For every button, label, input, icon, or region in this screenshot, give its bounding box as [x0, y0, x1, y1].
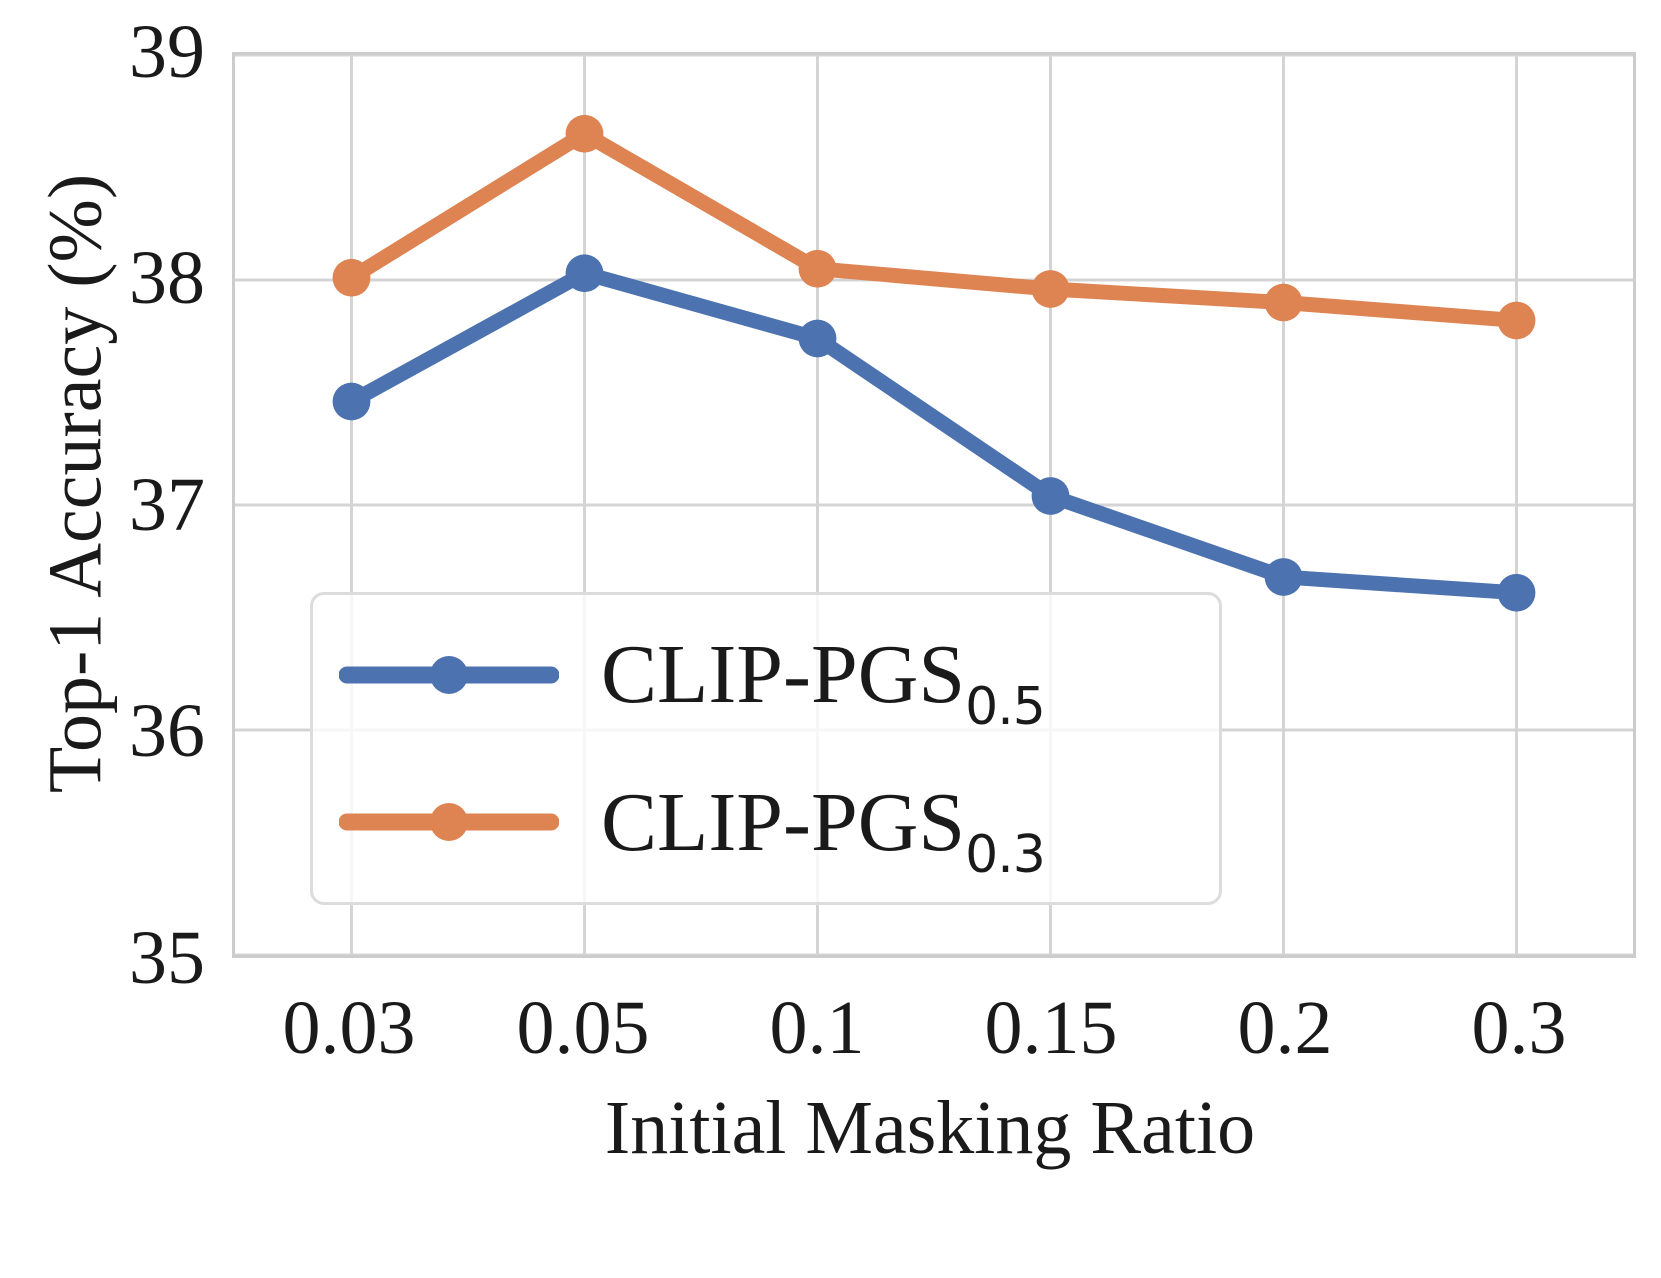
- legend-label-sub-1: 0.3: [965, 824, 1046, 885]
- legend-label-clip-pgs-03: CLIP-PGS 0.3: [559, 774, 1046, 885]
- data-point: [332, 382, 371, 421]
- data-point: [1497, 573, 1536, 612]
- x-axis-title: Initial Masking Ratio: [604, 1086, 1256, 1170]
- series-orange: [332, 114, 1536, 340]
- data-point: [565, 114, 604, 153]
- x-tick-label-0: 0.03: [282, 986, 416, 1070]
- series-line: [344, 265, 1524, 601]
- data-point: [565, 254, 604, 293]
- x-tick-label-1: 0.05: [516, 986, 650, 1070]
- series-blue: [332, 254, 1536, 612]
- y-tick-label-35: 35: [129, 916, 205, 1000]
- x-tick-label-5: 0.3: [1471, 986, 1567, 1070]
- y-tick-label-36: 36: [129, 689, 205, 773]
- legend-swatch-orange: [339, 757, 559, 887]
- data-point: [798, 249, 837, 288]
- y-tick-label-39: 39: [129, 10, 205, 94]
- legend-swatch-blue: [339, 610, 559, 740]
- legend-label-base-1: CLIP-PGS: [601, 775, 966, 869]
- y-tick-label-37: 37: [129, 463, 205, 547]
- legend-item-clip-pgs-05: CLIP-PGS 0.5: [313, 610, 1219, 740]
- x-tick-label-3: 0.15: [984, 986, 1118, 1070]
- x-tick-label-4: 0.2: [1237, 986, 1333, 1070]
- legend-item-clip-pgs-03: CLIP-PGS 0.3: [313, 757, 1219, 887]
- data-point: [1264, 283, 1303, 322]
- data-point: [798, 319, 837, 358]
- y-tick-label-38: 38: [129, 236, 205, 320]
- legend-label-sub-0: 0.5: [965, 677, 1046, 738]
- data-point: [1264, 558, 1303, 596]
- data-point: [332, 258, 371, 297]
- x-tick-label-2: 0.1: [769, 986, 865, 1070]
- data-point: [1031, 477, 1070, 515]
- data-point: [1031, 270, 1070, 308]
- legend-label-clip-pgs-05: CLIP-PGS 0.5: [559, 626, 1046, 737]
- data-point: [1497, 301, 1536, 340]
- data-series-layer: [332, 114, 1536, 612]
- legend-label-base-0: CLIP-PGS: [601, 628, 966, 722]
- legend: CLIP-PGS 0.5 CLIP-PGS 0.3: [310, 592, 1222, 905]
- series-line: [344, 126, 1524, 328]
